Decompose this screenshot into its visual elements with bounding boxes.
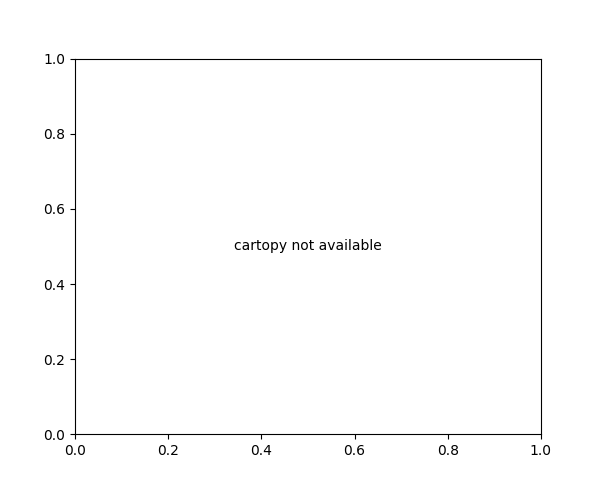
Text: cartopy not available: cartopy not available bbox=[234, 240, 382, 253]
